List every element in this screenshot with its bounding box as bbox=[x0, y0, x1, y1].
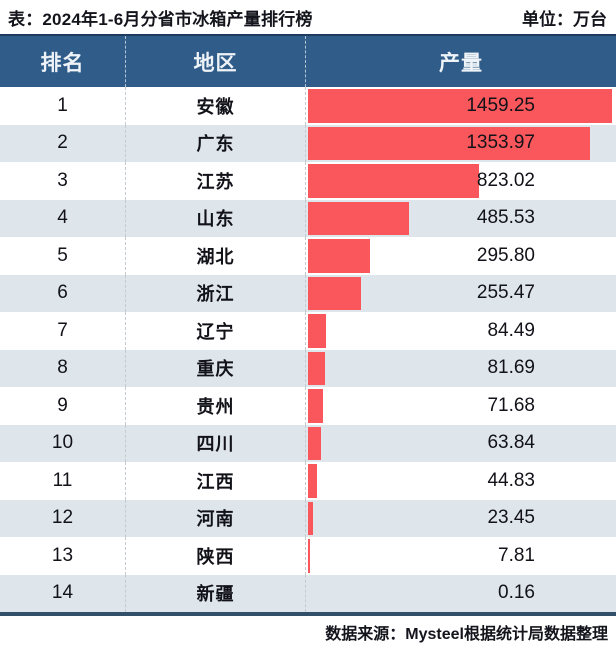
region-cell: 广东 bbox=[125, 124, 305, 162]
rank-cell: 3 bbox=[57, 169, 68, 191]
region-cell: 新疆 bbox=[125, 574, 305, 612]
value-bar bbox=[308, 501, 313, 535]
value-label: 0.16 bbox=[498, 582, 535, 604]
region-cell: 山东 bbox=[125, 199, 305, 237]
value-label: 71.68 bbox=[487, 394, 535, 416]
table-row: 7 辽宁 84.49 bbox=[0, 312, 616, 350]
table-row: 8 重庆 81.69 bbox=[0, 349, 616, 387]
column-header-region: 地区 bbox=[125, 36, 305, 87]
region-cell: 江苏 bbox=[125, 162, 305, 200]
value-cell: 23.45 bbox=[305, 499, 616, 537]
value-cell: 255.47 bbox=[305, 274, 616, 312]
value-label: 84.49 bbox=[487, 319, 535, 341]
value-cell: 1353.97 bbox=[305, 124, 616, 162]
value-label: 63.84 bbox=[487, 432, 535, 454]
rank-cell: 7 bbox=[57, 319, 68, 341]
value-cell: 823.02 bbox=[305, 162, 616, 200]
rank-cell: 14 bbox=[51, 582, 74, 604]
region-cell: 湖北 bbox=[125, 237, 305, 275]
table-row: 1 安徽 1459.25 bbox=[0, 87, 616, 125]
value-cell: 63.84 bbox=[305, 424, 616, 462]
rank-cell: 5 bbox=[57, 244, 68, 266]
value-label: 485.53 bbox=[476, 207, 535, 229]
value-cell: 44.83 bbox=[305, 462, 616, 500]
table-row: 14 新疆 0.16 bbox=[0, 574, 616, 612]
rank-cell: 9 bbox=[57, 394, 68, 416]
table-row: 10 四川 63.84 bbox=[0, 424, 616, 462]
value-label: 1459.25 bbox=[466, 94, 535, 116]
rank-cell: 10 bbox=[51, 432, 74, 454]
value-bar bbox=[308, 426, 322, 460]
value-bar bbox=[308, 89, 612, 123]
value-bar bbox=[308, 464, 318, 498]
value-cell: 295.80 bbox=[305, 237, 616, 275]
table-row: 2 广东 1353.97 bbox=[0, 124, 616, 162]
value-label: 823.02 bbox=[476, 169, 535, 191]
title-bar: 表：2024年1-6月分省市冰箱产量排行榜 单位：万台 bbox=[0, 0, 616, 34]
value-label: 7.81 bbox=[498, 544, 535, 566]
region-cell: 安徽 bbox=[125, 87, 305, 125]
value-label: 23.45 bbox=[487, 507, 535, 529]
page-title: 表：2024年1-6月分省市冰箱产量排行榜 bbox=[8, 9, 313, 29]
value-bar bbox=[308, 539, 310, 573]
value-cell: 485.53 bbox=[305, 199, 616, 237]
value-bar bbox=[308, 351, 326, 385]
value-cell: 7.81 bbox=[305, 537, 616, 575]
region-cell: 四川 bbox=[125, 424, 305, 462]
column-header-rank: 排名 bbox=[40, 51, 85, 75]
value-label: 44.83 bbox=[487, 469, 535, 491]
value-label: 1353.97 bbox=[466, 132, 535, 154]
region-cell: 陕西 bbox=[125, 537, 305, 575]
value-bar bbox=[308, 239, 370, 273]
rank-cell: 8 bbox=[57, 357, 68, 379]
table-row: 3 江苏 823.02 bbox=[0, 162, 616, 200]
value-bar bbox=[308, 201, 410, 235]
rank-cell: 13 bbox=[51, 544, 74, 566]
value-bar bbox=[308, 126, 591, 160]
region-cell: 江西 bbox=[125, 462, 305, 500]
value-bar bbox=[308, 276, 362, 310]
table-row: 4 山东 485.53 bbox=[0, 199, 616, 237]
column-header-value: 产量 bbox=[305, 36, 616, 87]
value-bar bbox=[308, 164, 480, 198]
value-cell: 0.16 bbox=[305, 574, 616, 612]
value-label: 295.80 bbox=[476, 244, 535, 266]
region-cell: 辽宁 bbox=[125, 312, 305, 350]
value-label: 255.47 bbox=[476, 282, 535, 304]
rank-cell: 4 bbox=[57, 207, 68, 229]
region-cell: 贵州 bbox=[125, 387, 305, 425]
footer: 数据来源：Mysteel根据统计局数据整理 bbox=[0, 616, 616, 652]
rank-cell: 1 bbox=[57, 94, 68, 116]
value-bar bbox=[308, 314, 326, 348]
rank-cell: 2 bbox=[57, 132, 68, 154]
value-label: 81.69 bbox=[487, 357, 535, 379]
table-header: 排名 地区 产量 bbox=[0, 34, 616, 87]
table-row: 11 江西 44.83 bbox=[0, 462, 616, 500]
rank-cell: 12 bbox=[51, 507, 74, 529]
value-cell: 71.68 bbox=[305, 387, 616, 425]
rank-cell: 6 bbox=[57, 282, 68, 304]
unit-label: 单位：万台 bbox=[522, 9, 607, 29]
region-cell: 重庆 bbox=[125, 349, 305, 387]
data-source-label: 数据来源：Mysteel根据统计局数据整理 bbox=[325, 626, 608, 643]
region-cell: 河南 bbox=[125, 499, 305, 537]
table-row: 6 浙江 255.47 bbox=[0, 274, 616, 312]
value-cell: 1459.25 bbox=[305, 87, 616, 125]
table-row: 9 贵州 71.68 bbox=[0, 387, 616, 425]
rank-cell: 11 bbox=[52, 469, 73, 491]
table-body: 1 安徽 1459.25 2 广东 1353.97 3 江苏 823.02 4 山东 485.53 5 湖… bbox=[0, 87, 616, 616]
value-bar bbox=[308, 389, 323, 423]
value-cell: 84.49 bbox=[305, 312, 616, 350]
table-row: 13 陕西 7.81 bbox=[0, 537, 616, 575]
value-cell: 81.69 bbox=[305, 349, 616, 387]
table-row: 12 河南 23.45 bbox=[0, 499, 616, 537]
table-row: 5 湖北 295.80 bbox=[0, 237, 616, 275]
region-cell: 浙江 bbox=[125, 274, 305, 312]
